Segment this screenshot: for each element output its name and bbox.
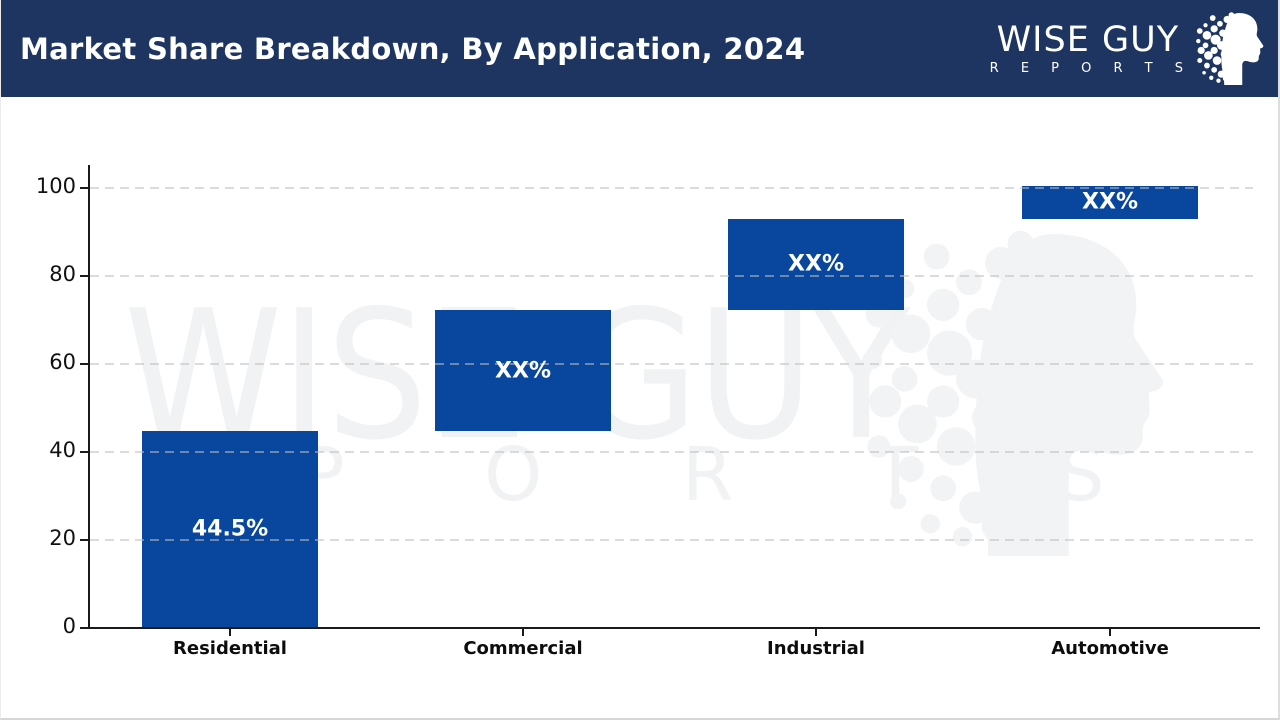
y-axis-line bbox=[88, 165, 90, 629]
x-tick-mark bbox=[522, 629, 524, 636]
x-category-label: Residential bbox=[173, 638, 287, 659]
y-tick-label: 80 bbox=[49, 262, 76, 286]
y-tick-label: 60 bbox=[49, 350, 76, 374]
bar bbox=[435, 310, 611, 432]
header-bar: Market Share Breakdown, By Application, … bbox=[0, 0, 1280, 97]
x-category-label: Automotive bbox=[1051, 638, 1169, 659]
y-tick-mark bbox=[80, 539, 88, 541]
bar bbox=[728, 218, 904, 311]
x-category-label: Commercial bbox=[463, 638, 583, 659]
grid-line bbox=[90, 539, 1253, 541]
bar bbox=[1022, 185, 1198, 219]
y-tick-label: 40 bbox=[49, 438, 76, 462]
grid-line bbox=[90, 275, 1253, 277]
grid-line bbox=[90, 363, 1253, 365]
x-tick-mark bbox=[229, 629, 231, 636]
y-tick-mark bbox=[80, 451, 88, 453]
y-tick-label: 100 bbox=[35, 174, 76, 198]
y-tick-label: 0 bbox=[62, 614, 76, 638]
grid-line bbox=[90, 187, 1253, 189]
page-title: Market Share Breakdown, By Application, … bbox=[20, 31, 806, 66]
x-tick-mark bbox=[815, 629, 817, 636]
bar bbox=[142, 431, 318, 627]
x-axis-line bbox=[88, 627, 1260, 629]
y-tick-mark bbox=[80, 627, 88, 629]
y-tick-mark bbox=[80, 363, 88, 365]
bar-value-label: XX% bbox=[1082, 189, 1138, 215]
grid-line bbox=[90, 451, 1253, 453]
brand-head-icon bbox=[1194, 9, 1266, 89]
y-tick-mark bbox=[80, 187, 88, 189]
y-tick-mark bbox=[80, 275, 88, 277]
bar-value-label: XX% bbox=[788, 251, 844, 277]
brand-name: WISE GUY bbox=[996, 19, 1180, 60]
bar-value-label: 44.5% bbox=[191, 516, 269, 542]
y-tick-label: 20 bbox=[49, 526, 76, 550]
x-category-label: Industrial bbox=[767, 638, 865, 659]
brand-logo-text: WISE GUY R E P O R T S bbox=[984, 19, 1192, 76]
brand-subtitle: R E P O R T S bbox=[989, 60, 1192, 76]
bar-value-label: XX% bbox=[495, 358, 551, 384]
brand-logo: WISE GUY R E P O R T S bbox=[984, 9, 1266, 89]
x-tick-mark bbox=[1109, 629, 1111, 636]
